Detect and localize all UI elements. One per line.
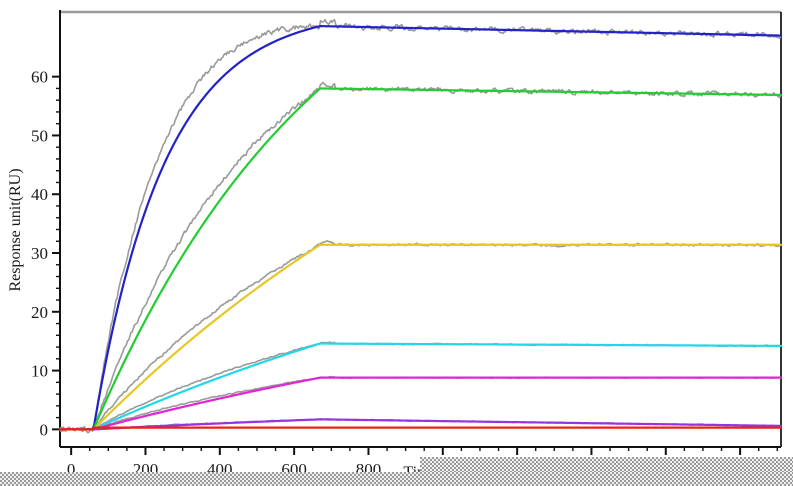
window-overlay-strip: [0, 472, 793, 486]
fitted-curve-blank-reference-red: [58, 426, 783, 431]
fitted-curve-concentration-4-cyan: [58, 342, 783, 431]
y-tick-label: 20: [31, 303, 48, 322]
y-axis-tick-labels: 0 10 20 30 40 50 60: [31, 68, 48, 440]
fitted-curve-concentration-6-purple: [58, 418, 783, 431]
y-tick-label: 30: [31, 244, 48, 263]
raw-data-traces: [59, 18, 782, 434]
y-axis-title: Response unit(RU): [7, 168, 24, 291]
x-tick-label: 0: [67, 460, 76, 479]
fitted-curve-concentration-3-yellow: [58, 243, 783, 431]
fitted-curve-concentration-2-green: [58, 87, 783, 431]
y-tick-label: 0: [40, 420, 49, 439]
x-axis-ticks: [70, 447, 778, 455]
y-tick-label: 60: [31, 68, 48, 87]
plot-frame: [59, 10, 782, 448]
raw-data-trace: [59, 341, 782, 431]
raw-data-trace: [59, 18, 782, 434]
fitted-curve-concentration-1-blue: [58, 25, 783, 431]
y-tick-label: 10: [31, 362, 48, 381]
y-tick-label: 50: [31, 126, 48, 145]
raw-data-trace: [59, 240, 782, 431]
y-tick-label: 40: [31, 185, 48, 204]
fitted-curve-concentration-5-magenta: [58, 376, 783, 431]
fitted-curves: [58, 25, 783, 431]
y-axis-ticks: [52, 75, 60, 431]
